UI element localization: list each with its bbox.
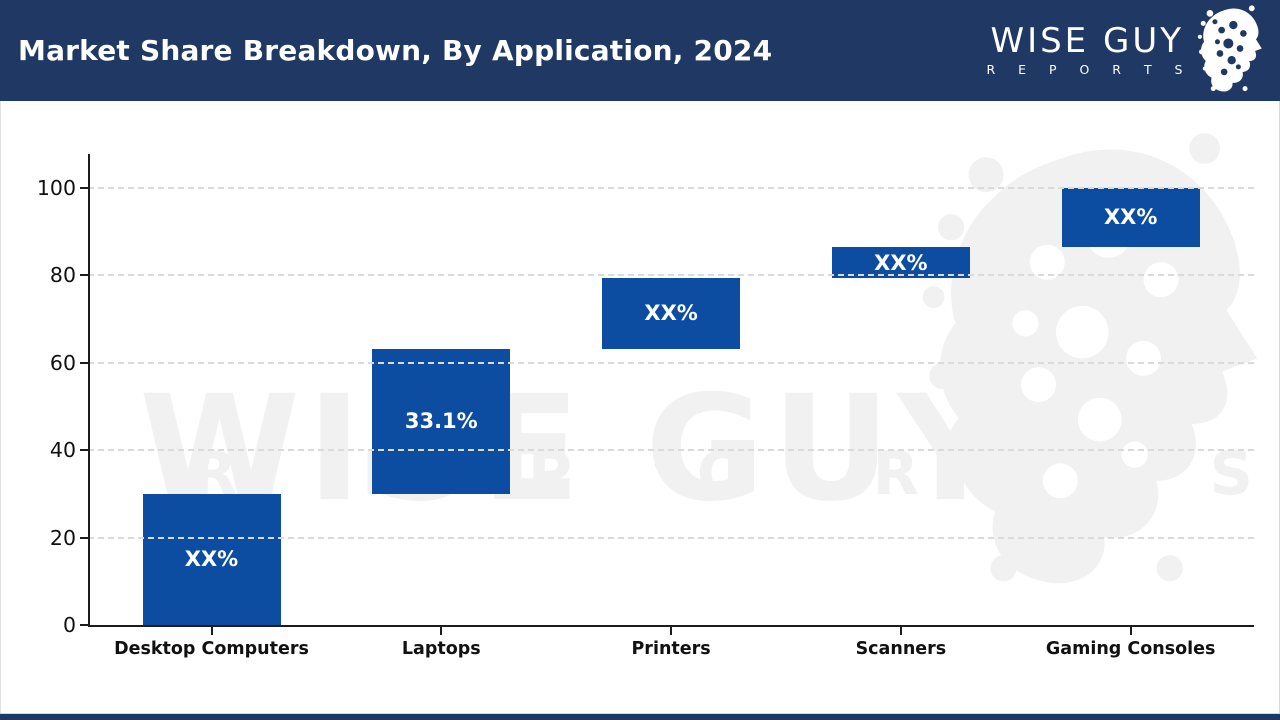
bar-value-label: XX%: [874, 250, 928, 275]
x-tick-label: Laptops: [401, 639, 481, 659]
bar-value-label: XX%: [1103, 205, 1158, 230]
x-tick-label: Desktop Computers: [114, 639, 309, 659]
logo-face-icon: [1197, 4, 1262, 92]
y-tick-label: 60: [49, 350, 76, 375]
header-bar: Market Share Breakdown, By Application, …: [0, 0, 1280, 101]
y-tick-label: 100: [36, 175, 76, 200]
logo-wordmark: WISE GUY: [990, 21, 1184, 62]
bar: [831, 247, 970, 278]
y-tick-label: 20: [49, 525, 76, 550]
bar: [142, 493, 281, 625]
logo-subtext: R E P O R T S: [986, 62, 1192, 78]
y-axis: [88, 154, 90, 627]
y-tick-label: 80: [49, 263, 76, 287]
bar-value-label: XX%: [184, 547, 239, 572]
watermark-face-icon: [922, 133, 1258, 584]
y-tick-label: 0: [62, 613, 76, 637]
x-tick-label: Scanners: [855, 639, 947, 659]
y-tick-mark: [80, 186, 88, 189]
gridline: [88, 449, 1254, 451]
x-tick-mark: [670, 627, 673, 635]
footer-bar: [0, 714, 1280, 720]
chart-canvas: WISE GUY R E P O R T S 0 20 40 60 80 100 XX% De…: [0, 101, 1280, 713]
x-tick-mark: [1129, 627, 1132, 635]
y-tick-mark: [80, 449, 88, 451]
logo: WISE GUY R E P O R T S: [982, 4, 1266, 97]
x-axis: [88, 625, 1254, 627]
x-tick-mark: [210, 627, 213, 635]
bar-value-label: 33.1%: [404, 409, 478, 434]
gridline: [88, 274, 1254, 276]
y-tick-mark: [80, 361, 88, 364]
bar: [1061, 187, 1200, 248]
bar: [372, 348, 511, 494]
footer-divider: [0, 713, 1280, 714]
y-tick-mark: [80, 274, 88, 276]
x-tick-label: Printers: [631, 639, 711, 659]
y-tick-label: 40: [49, 438, 76, 462]
bar-value-label: XX%: [644, 301, 698, 326]
x-tick-mark: [899, 627, 902, 635]
x-tick-mark: [440, 627, 443, 635]
gridline: [88, 186, 1254, 189]
logo-text: WISE GUY R E P O R T S: [982, 24, 1192, 77]
y-tick-mark: [80, 536, 88, 539]
page-title: Market Share Breakdown, By Application, …: [18, 34, 773, 67]
bar: [602, 277, 741, 349]
gridline: [88, 536, 1254, 539]
y-tick-mark: [80, 624, 88, 626]
gridline: [88, 361, 1254, 364]
x-tick-label: Gaming Consoles: [1045, 639, 1216, 659]
